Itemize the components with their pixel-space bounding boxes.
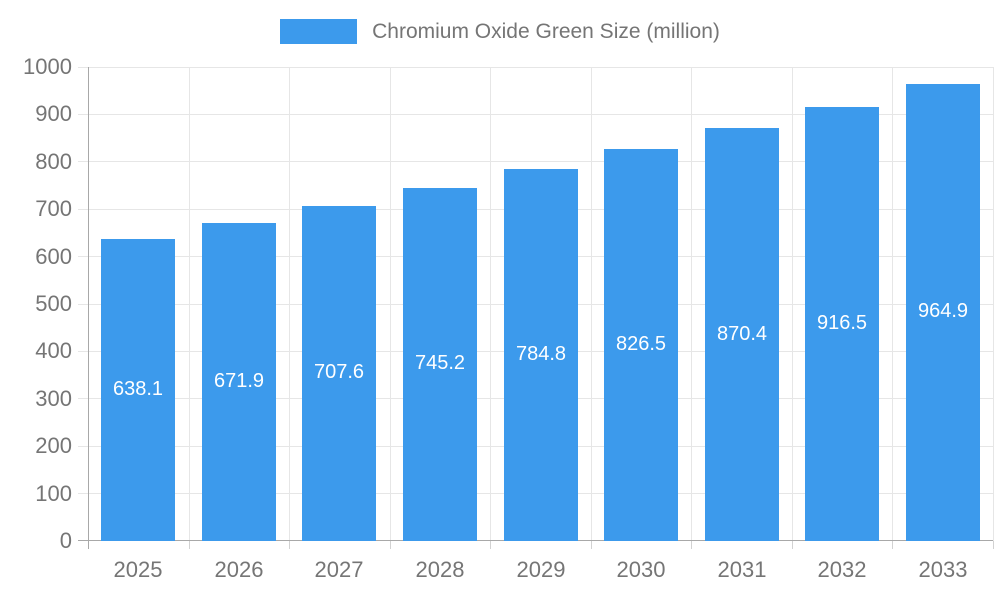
x-axis-label: 2031 (717, 557, 767, 582)
bar-value-label: 745.2 (414, 352, 466, 374)
gridline-vertical (993, 67, 994, 541)
y-axis-label: 700 (35, 196, 72, 222)
x-axis-tick (993, 541, 994, 549)
x-axis-tick (289, 541, 290, 549)
bar[interactable] (504, 169, 578, 541)
bar-value-label: 784.8 (515, 343, 567, 365)
bar-value-label: 671.9 (213, 370, 265, 392)
x-axis-label: 2033 (918, 557, 968, 582)
gridline-horizontal (78, 113, 993, 115)
gridline-vertical (792, 67, 793, 541)
gridline-vertical (289, 67, 290, 541)
legend[interactable]: Chromium Oxide Green Size (million) (0, 19, 1000, 44)
x-axis-tick (691, 541, 692, 549)
x-axis-label: 2028 (415, 557, 465, 582)
x-axis-tick (189, 541, 190, 549)
gridline-vertical (691, 67, 692, 541)
y-axis-label: 300 (35, 385, 72, 411)
gridline-vertical (189, 67, 190, 541)
bar[interactable] (101, 239, 175, 541)
x-axis-tick (792, 541, 793, 549)
bar[interactable] (705, 128, 779, 541)
y-axis-label: 600 (35, 243, 72, 269)
x-axis-label: 2025 (113, 557, 163, 582)
gridline-vertical (591, 67, 592, 541)
x-axis-tick (390, 541, 391, 549)
x-axis-label: 2026 (214, 557, 264, 582)
legend-swatch-icon[interactable] (280, 19, 358, 44)
gridline-horizontal (78, 161, 993, 163)
y-axis-label: 0 (59, 528, 72, 553)
bar[interactable] (906, 84, 980, 541)
bar-value-label: 638.1 (112, 378, 164, 400)
bar-value-label: 964.9 (917, 300, 969, 322)
x-axis-label: 2032 (817, 557, 867, 582)
gridline-vertical (490, 67, 491, 541)
plot-area: 0 100 200 300 400 500 600 700 800 900 1000 638.1 202… (23, 56, 994, 582)
bar[interactable] (805, 107, 879, 541)
gridline-horizontal (78, 66, 993, 68)
x-axis-label: 2027 (314, 557, 364, 582)
x-axis-tick (591, 541, 592, 549)
y-axis-label: 1000 (23, 54, 72, 79)
bar[interactable] (403, 188, 477, 541)
bar[interactable] (604, 149, 678, 541)
bar-value-label: 870.4 (716, 323, 768, 345)
y-axis-label: 800 (35, 148, 72, 174)
y-axis-label: 500 (35, 291, 72, 316)
y-axis-label: 400 (35, 338, 72, 364)
bar-value-label: 916.5 (816, 312, 868, 334)
x-axis-label: 2030 (616, 557, 666, 582)
y-axis-label: 900 (35, 101, 72, 127)
legend-label[interactable]: Chromium Oxide Green Size (million) (372, 19, 720, 43)
gridline-vertical (390, 67, 391, 541)
bar-value-label: 826.5 (615, 333, 667, 355)
y-axis-label: 100 (35, 480, 72, 506)
y-axis-line (88, 67, 89, 549)
x-axis-tick (892, 541, 893, 549)
x-axis-tick (490, 541, 491, 549)
bar[interactable] (202, 223, 276, 541)
y-axis-label: 200 (35, 433, 72, 459)
x-axis-label: 2029 (516, 557, 566, 582)
bar-value-label: 707.6 (313, 361, 365, 383)
gridline-vertical (892, 67, 893, 541)
bar[interactable] (302, 206, 376, 541)
